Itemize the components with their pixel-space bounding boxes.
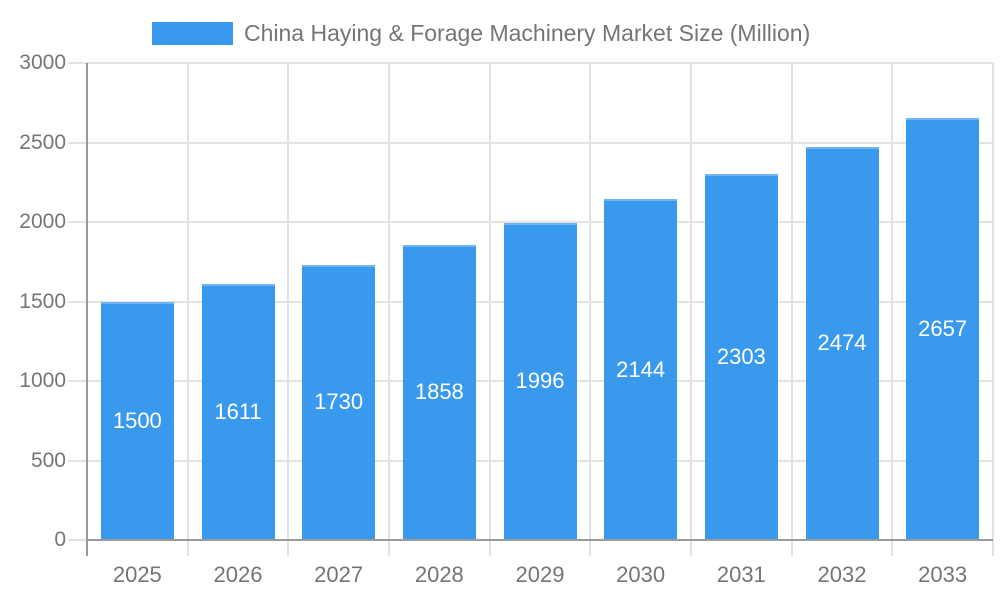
y-grid-line xyxy=(68,221,993,223)
y-grid-line xyxy=(68,141,993,144)
x-grid-line xyxy=(488,63,491,556)
x-tick-label: 2032 xyxy=(817,562,867,587)
chart-legend[interactable]: China Haying & Forage Machinery Market S… xyxy=(152,20,810,47)
x-tick-label: 2029 xyxy=(515,562,565,587)
bar-value-label: 1500 xyxy=(112,407,162,433)
y-tick-label: 1000 xyxy=(19,369,66,392)
bar[interactable]: 1858 xyxy=(402,244,476,540)
x-grid-line xyxy=(589,63,592,556)
chart-title: China Haying & Forage Machinery Market S… xyxy=(244,20,811,46)
bar[interactable]: 2303 xyxy=(704,173,778,540)
y-axis-labels: 0 500 1000 1500 2000 2500 3000 xyxy=(0,0,66,600)
legend-swatch-icon xyxy=(152,22,233,45)
bar[interactable]: 1500 xyxy=(100,301,174,540)
x-grid-line xyxy=(287,63,290,556)
y-tick-label: 0 xyxy=(54,528,66,551)
x-tick-label: 2033 xyxy=(918,562,968,587)
bar-value-label: 2474 xyxy=(817,330,867,356)
x-grid-line xyxy=(690,63,692,556)
y-tick-label: 2500 xyxy=(19,130,66,154)
x-grid-line xyxy=(992,63,994,556)
x-grid-line xyxy=(790,63,793,556)
x-tick-label: 2028 xyxy=(414,562,464,587)
x-grid-line xyxy=(186,63,189,556)
x-tick-label: 2025 xyxy=(112,562,162,587)
bar-value-label: 1611 xyxy=(214,398,262,424)
plot-area: 1500 1611 1730 1858 1996 2144 2303 2474 2657 xyxy=(68,62,994,556)
y-tick-label: 2000 xyxy=(19,210,66,233)
y-axis-line xyxy=(86,63,88,556)
y-tick-label: 500 xyxy=(30,448,66,472)
x-tick-label: 2030 xyxy=(616,562,666,587)
bar-value-label: 1858 xyxy=(414,379,464,405)
bar-value-label: 2657 xyxy=(918,315,968,341)
bar-value-label: 2303 xyxy=(716,343,766,369)
bar[interactable]: 1730 xyxy=(302,264,376,540)
x-tick-label: 2026 xyxy=(213,562,263,587)
bar[interactable]: 1611 xyxy=(201,283,275,540)
bar-value-label: 2144 xyxy=(616,356,666,382)
bar[interactable]: 2144 xyxy=(604,199,678,540)
x-axis-line xyxy=(87,539,993,541)
x-tick-label: 2027 xyxy=(314,562,364,587)
x-grid-line xyxy=(891,63,894,556)
y-tick-label: 1500 xyxy=(19,289,66,313)
bar[interactable]: 2474 xyxy=(805,146,879,540)
bar-value-label: 1730 xyxy=(314,389,364,415)
bar-value-label: 1996 xyxy=(515,368,565,394)
x-grid-line xyxy=(388,63,390,556)
bar[interactable]: 2657 xyxy=(906,117,980,540)
x-tick-label: 2031 xyxy=(716,562,766,587)
y-grid-line xyxy=(68,62,993,64)
y-tick-label: 3000 xyxy=(19,51,66,74)
bar[interactable]: 1996 xyxy=(503,222,577,540)
